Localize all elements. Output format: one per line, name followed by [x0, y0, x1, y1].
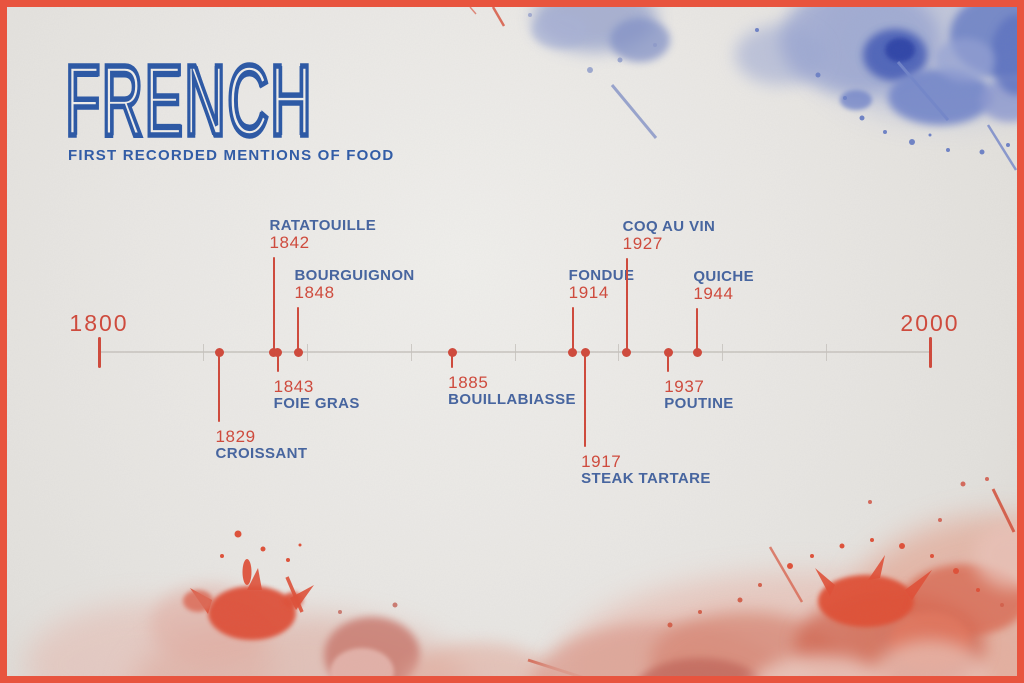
event-label: 1829 CROISSANT: [215, 428, 307, 462]
axis-minor-tick: [202, 343, 204, 361]
event-label: 1843 FOIE GRAS: [274, 378, 360, 412]
event-stem: [297, 307, 300, 352]
event-label: COQ AU VIN 1927: [623, 218, 716, 252]
event-name: BOUILLABIASSE: [448, 391, 576, 408]
event-year: 1848: [294, 283, 335, 302]
event-year: 1829: [215, 427, 256, 446]
event-name: FONDUE: [568, 267, 635, 284]
axis-minor-tick: [826, 343, 828, 361]
event-label: BOURGUIGNON 1848: [294, 267, 414, 301]
event-dot: [214, 347, 224, 357]
axis-minor-tick: [410, 343, 412, 361]
event-stem: [584, 352, 587, 447]
poster-subtitle: FIRST RECORDED MENTIONS OF FOOD: [68, 147, 395, 164]
event-label: 1885 BOUILLABIASSE: [448, 374, 576, 408]
event-year: 1842: [269, 233, 310, 252]
event-dot: [447, 347, 457, 357]
event-name: QUICHE: [693, 268, 755, 285]
event-dot: [293, 347, 303, 357]
event-label: QUICHE 1944: [693, 268, 754, 302]
event-dot: [568, 347, 578, 357]
event-dot: [663, 347, 673, 357]
event-year: 1917: [581, 452, 622, 471]
event-year: 1937: [664, 377, 705, 396]
event-stem: [218, 352, 221, 422]
event-year: 1927: [622, 234, 663, 253]
event-name: BOURGUIGNON: [294, 267, 415, 284]
event-name: POUTINE: [664, 395, 734, 412]
event-name: STEAK TARTARE: [581, 470, 711, 487]
axis-end-year-label: 2000: [900, 310, 960, 336]
event-name: RATATOUILLE: [269, 217, 377, 234]
poster-title: FRENCH FRENCH: [62, 42, 314, 160]
event-dot: [622, 347, 632, 357]
event-year: 1914: [568, 283, 609, 302]
axis-minor-tick: [618, 343, 620, 361]
event-year: 1885: [448, 373, 489, 392]
event-label: 1937 POUTINE: [664, 378, 733, 412]
event-stem: [625, 258, 628, 352]
event-label: 1917 STEAK TARTARE: [581, 453, 711, 487]
axis-start-tick: [97, 336, 101, 368]
event-stem: [571, 307, 574, 352]
axis-minor-tick: [722, 343, 724, 361]
event-name: CROISSANT: [215, 445, 308, 462]
axis-minor-tick: [514, 343, 516, 361]
event-dot: [273, 347, 283, 357]
poster-title-inline: FRENCH: [65, 45, 313, 157]
event-name: COQ AU VIN: [622, 218, 716, 235]
axis-minor-tick: [306, 343, 308, 361]
event-dot: [692, 347, 702, 357]
axis-end-tick: [928, 336, 932, 368]
event-year: 1843: [273, 377, 314, 396]
event-label: RATATOUILLE 1842: [270, 217, 377, 251]
event-stem: [272, 257, 275, 352]
axis-start-year-label: 1800: [69, 310, 129, 336]
event-dot: [580, 347, 590, 357]
event-label: FONDUE 1914: [569, 267, 635, 301]
event-year: 1944: [693, 284, 734, 303]
event-name: FOIE GRAS: [273, 395, 360, 412]
event-stem: [696, 308, 699, 352]
